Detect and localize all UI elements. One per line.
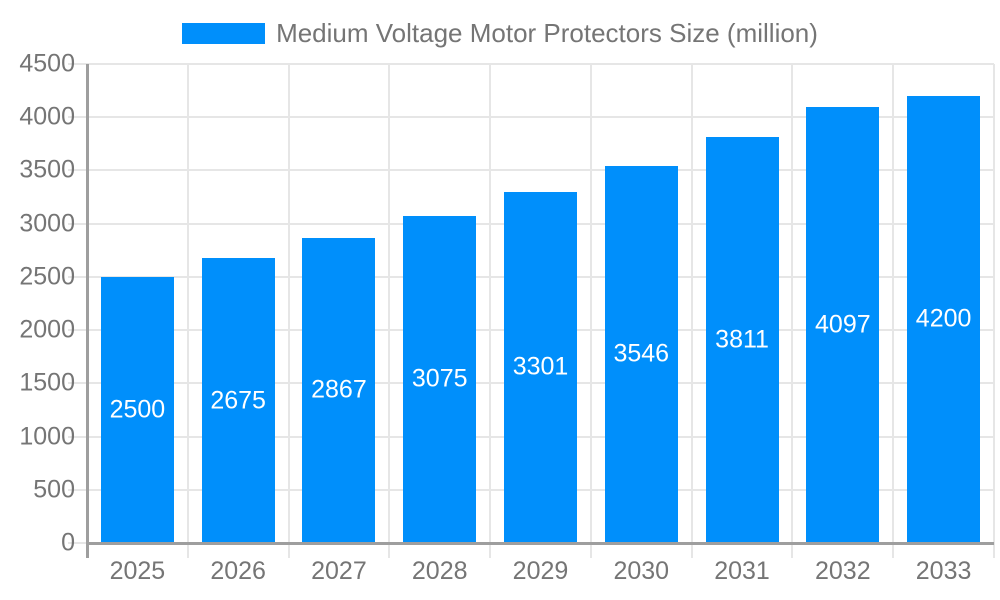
y-axis-label: 3500 <box>19 155 75 184</box>
bar-value-label: 2675 <box>210 386 266 415</box>
bar[interactable] <box>302 237 376 543</box>
x-axis-label: 2032 <box>815 557 871 585</box>
gridline-vertical <box>589 64 592 558</box>
y-axis-tick <box>68 435 87 438</box>
y-axis-label: 1000 <box>19 422 75 451</box>
gridline-vertical <box>287 64 290 558</box>
bar[interactable] <box>201 258 275 543</box>
bar-value-label: 3301 <box>512 352 569 381</box>
legend-series-label: Medium Voltage Motor Protectors Size (mi… <box>276 18 818 48</box>
bar[interactable] <box>100 276 174 543</box>
y-axis-label: 4500 <box>19 49 75 78</box>
legend-color-swatch <box>182 22 266 44</box>
bar[interactable] <box>705 137 779 543</box>
bar-value-label: 4097 <box>815 310 871 339</box>
y-axis-label: 2500 <box>19 262 75 291</box>
gridline-vertical <box>791 64 794 558</box>
y-axis-label: 2000 <box>19 315 75 344</box>
gridline-horizontal <box>87 63 994 65</box>
x-axis-label: 2027 <box>311 557 367 585</box>
bar-value-label: 4200 <box>915 304 972 333</box>
y-axis-tick <box>68 275 87 278</box>
gridline-vertical <box>892 64 895 558</box>
bar[interactable] <box>806 106 880 543</box>
x-axis-label: 2031 <box>714 557 770 585</box>
x-axis-label: 2026 <box>210 557 266 585</box>
chart-legend-item[interactable]: Medium Voltage Motor Protectors Size (mi… <box>0 20 1000 46</box>
gridline-vertical <box>690 64 693 558</box>
x-axis-label: 2028 <box>411 557 468 585</box>
x-axis-label: 2033 <box>915 557 972 585</box>
gridline-vertical <box>388 64 391 558</box>
y-axis-label: 500 <box>33 475 75 504</box>
gridline-vertical <box>993 64 995 558</box>
y-axis-line <box>85 64 89 558</box>
y-axis-label: 0 <box>61 528 75 557</box>
y-axis-tick <box>68 222 87 225</box>
x-axis-label: 2030 <box>613 557 670 585</box>
bar-value-label: 2500 <box>109 395 166 424</box>
x-axis-line <box>87 541 994 545</box>
y-axis-label: 4000 <box>19 102 75 131</box>
gridline-vertical <box>489 64 492 558</box>
y-axis-tick <box>68 542 87 544</box>
gridline-horizontal <box>87 116 994 119</box>
y-axis-tick <box>68 63 87 65</box>
gridline-horizontal <box>87 169 994 172</box>
y-axis-tick <box>68 116 87 119</box>
x-axis-label: 2029 <box>512 557 569 585</box>
x-axis-label: 2025 <box>109 557 166 585</box>
bar-value-label: 2867 <box>311 375 367 404</box>
y-axis-label: 1500 <box>19 368 75 397</box>
y-axis-tick <box>68 382 87 385</box>
y-axis-tick <box>68 488 87 491</box>
bar-value-label: 3546 <box>613 339 670 368</box>
bar[interactable] <box>907 95 981 543</box>
y-axis-label: 3000 <box>19 209 75 238</box>
bar-value-label: 3811 <box>715 325 769 354</box>
gridline-vertical <box>186 64 189 558</box>
bar[interactable] <box>604 165 678 543</box>
y-axis-tick <box>68 169 87 172</box>
bar-value-label: 3075 <box>411 364 468 393</box>
y-axis-tick <box>68 329 87 332</box>
bar[interactable] <box>504 191 577 543</box>
bar[interactable] <box>403 215 477 543</box>
